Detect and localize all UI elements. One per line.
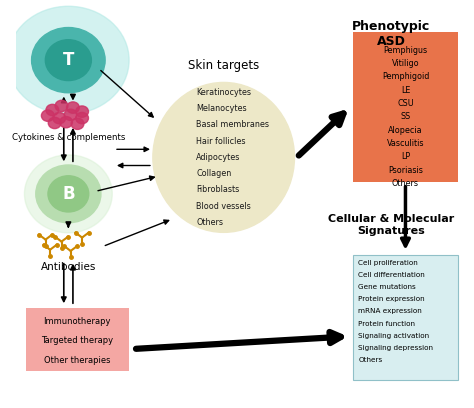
Circle shape	[46, 40, 91, 80]
Text: Psoriasis: Psoriasis	[388, 166, 423, 175]
Text: Pemphigus: Pemphigus	[383, 46, 428, 55]
Circle shape	[41, 110, 54, 121]
Text: Skin targets: Skin targets	[188, 59, 259, 72]
Text: Protein function: Protein function	[358, 321, 415, 326]
Text: Others: Others	[392, 179, 419, 188]
Text: Immunotherapy: Immunotherapy	[44, 317, 111, 326]
Text: Vitiligo: Vitiligo	[392, 59, 419, 68]
Text: Targeted therapy: Targeted therapy	[41, 337, 113, 346]
Circle shape	[60, 116, 73, 128]
Text: Phenotypic
ASD: Phenotypic ASD	[352, 20, 430, 48]
Text: Others: Others	[196, 218, 223, 227]
Text: Cellular & Molecular
Signatures: Cellular & Molecular Signatures	[328, 214, 455, 236]
Text: B: B	[62, 185, 75, 203]
Text: mRNA expression: mRNA expression	[358, 308, 422, 315]
Text: SS: SS	[401, 112, 410, 121]
Text: Adipocytes: Adipocytes	[196, 153, 241, 162]
Text: Protein expression: Protein expression	[358, 296, 425, 302]
Text: Alopecia: Alopecia	[388, 126, 423, 135]
Text: Antibodies: Antibodies	[41, 262, 96, 272]
Circle shape	[25, 155, 112, 233]
Circle shape	[64, 109, 77, 120]
FancyBboxPatch shape	[353, 32, 458, 182]
Circle shape	[46, 104, 59, 115]
Ellipse shape	[153, 82, 294, 233]
Text: Hair follicles: Hair follicles	[196, 137, 246, 146]
Text: Gene mutations: Gene mutations	[358, 284, 416, 290]
Circle shape	[71, 118, 84, 129]
Text: Blood vessels: Blood vessels	[196, 202, 251, 211]
Circle shape	[48, 117, 61, 129]
FancyBboxPatch shape	[353, 255, 458, 380]
Text: Fibroblasts: Fibroblasts	[196, 185, 239, 194]
Circle shape	[76, 113, 89, 124]
Text: LE: LE	[401, 86, 410, 95]
FancyBboxPatch shape	[26, 308, 128, 371]
Text: Cell proliferation: Cell proliferation	[358, 260, 418, 266]
Circle shape	[32, 27, 105, 93]
Circle shape	[55, 100, 68, 112]
Circle shape	[53, 113, 65, 124]
Circle shape	[48, 176, 89, 212]
Ellipse shape	[8, 6, 129, 114]
Text: Pemphigoid: Pemphigoid	[382, 72, 429, 81]
Text: Keratinocytes: Keratinocytes	[196, 88, 251, 97]
Text: CSU: CSU	[397, 99, 414, 108]
Text: Cell differentiation: Cell differentiation	[358, 272, 425, 278]
Text: Melanocytes: Melanocytes	[196, 104, 247, 113]
Text: Signaling depression: Signaling depression	[358, 345, 433, 351]
Text: Other therapies: Other therapies	[44, 356, 110, 365]
Text: T: T	[63, 51, 74, 69]
Text: Cytokines & complements: Cytokines & complements	[12, 133, 125, 142]
Circle shape	[76, 106, 89, 117]
Circle shape	[36, 165, 101, 223]
Text: Vasculitis: Vasculitis	[387, 139, 424, 148]
Text: Basal membranes: Basal membranes	[196, 120, 269, 129]
Text: Collagen: Collagen	[196, 169, 231, 178]
Text: Others: Others	[358, 357, 383, 363]
Text: Signaling activation: Signaling activation	[358, 333, 429, 339]
Circle shape	[66, 102, 79, 113]
Text: LP: LP	[401, 153, 410, 162]
